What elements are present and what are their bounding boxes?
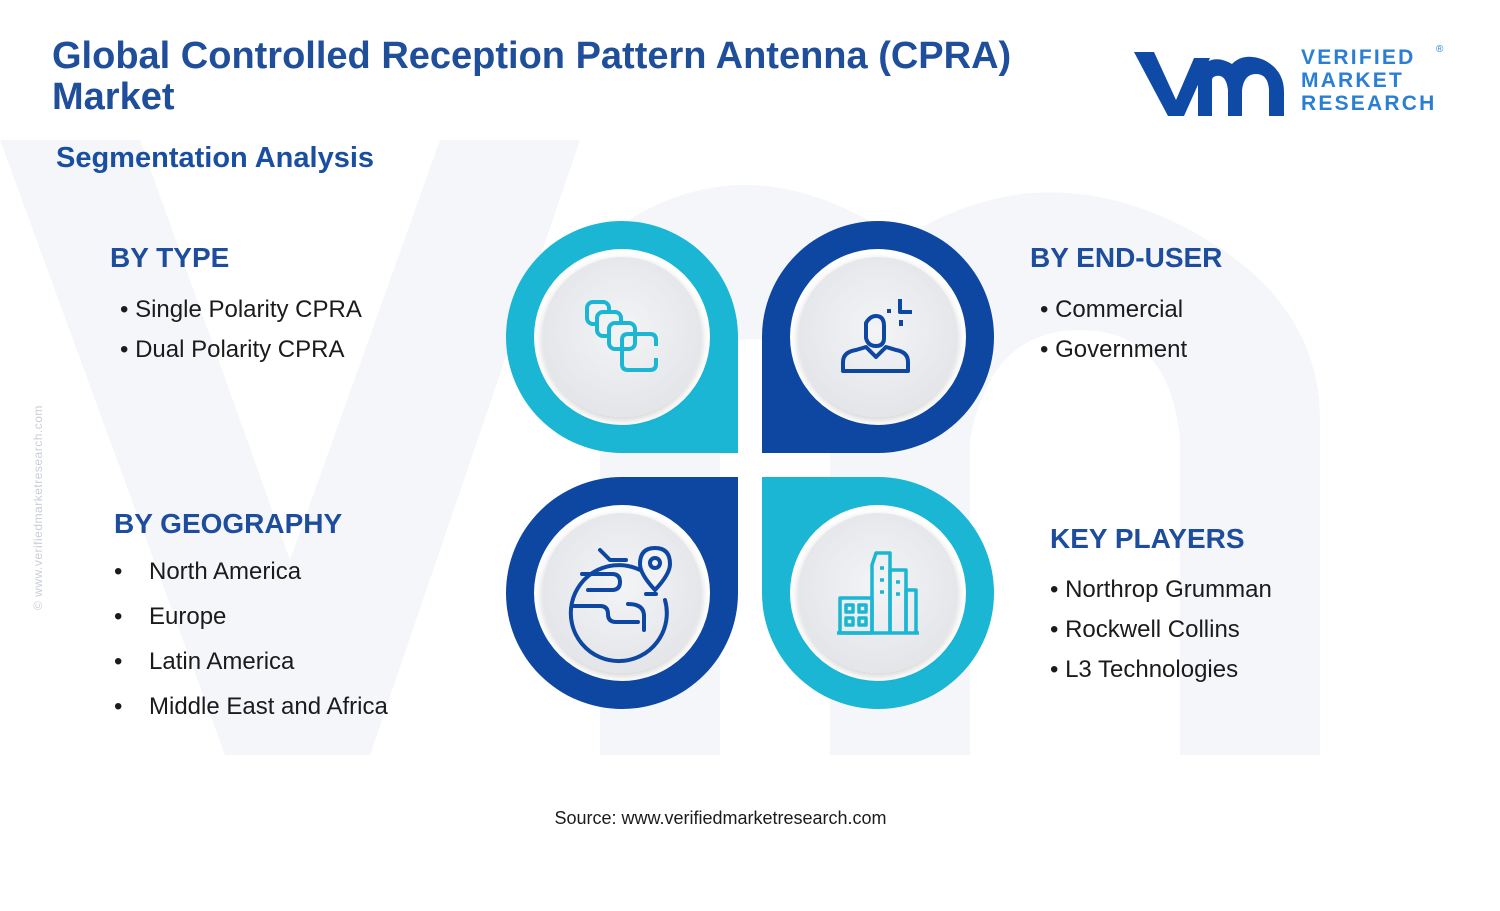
- source-note: Source: www.verifiedmarketresearch.com: [554, 808, 887, 828]
- item-europe: Europe: [149, 603, 227, 630]
- list-item: • Rockwell Collins: [1050, 616, 1240, 643]
- quadrant-key-players-disc: [798, 513, 958, 673]
- list-item: • Europe: [114, 603, 227, 630]
- heading-by-geography: BY GEOGRAPHY: [114, 508, 343, 539]
- item-latin-america: Latin America: [149, 648, 295, 675]
- heading-by-type: BY TYPE: [110, 242, 230, 273]
- list-by-geography: • North America • Europe • Latin America • M…: [114, 549, 388, 729]
- page-title: Global Controlled Reception Pattern Ante…: [52, 35, 1012, 118]
- item-dual-polarity: Dual Polarity CPRA: [135, 336, 345, 363]
- page-subtitle: Segmentation Analysis: [56, 142, 375, 174]
- list-key-players: • Northrop Grumman • Rockwell Collins • …: [1050, 570, 1272, 690]
- item-single-polarity: Single Polarity CPRA: [135, 296, 362, 323]
- heading-by-end-user: BY END-USER: [1030, 242, 1223, 273]
- logo-registered-mark: ®: [1436, 44, 1444, 55]
- item-northrop-grumman: Northrop Grumman: [1065, 576, 1272, 603]
- logo-word-research: RESEARCH: [1301, 92, 1437, 115]
- list-by-end-user: • Commercial • Government: [1040, 290, 1187, 370]
- item-north-america: North America: [149, 558, 302, 585]
- vmr-logo-mark: [1134, 52, 1284, 116]
- heading-key-players: KEY PLAYERS: [1050, 523, 1245, 554]
- item-rockwell-collins: Rockwell Collins: [1065, 616, 1240, 643]
- quadrant-end-user-disc: [798, 257, 958, 417]
- list-item: • Dual Polarity CPRA: [120, 336, 345, 363]
- item-commercial: Commercial: [1055, 296, 1184, 323]
- list-item: • Single Polarity CPRA: [120, 296, 362, 323]
- list-item: • Middle East and Africa: [114, 693, 388, 720]
- list-item: • Commercial: [1040, 296, 1184, 323]
- list-item: • Government: [1040, 336, 1188, 363]
- logo-word-market: MARKET: [1301, 69, 1405, 92]
- list-item: • North America: [114, 558, 302, 585]
- list-by-type: • Single Polarity CPRA • Dual Polarity C…: [120, 290, 362, 370]
- logo-wordmark: VERIFIED MARKET RESEARCH: [1301, 46, 1436, 115]
- layered-squares-icon: [585, 300, 658, 372]
- list-item: • Latin America: [114, 648, 295, 675]
- list-item: • Northrop Grumman: [1050, 576, 1272, 603]
- vmr-logo: VERIFIED MARKET RESEARCH ®: [1132, 44, 1452, 124]
- globe-pin-icon: [568, 546, 672, 664]
- side-copyright: © www.verifiedmarketresearch.com: [31, 405, 45, 610]
- item-middle-east-africa: Middle East and Africa: [149, 693, 388, 720]
- buildings-icon: [837, 551, 919, 635]
- user-icon: [841, 299, 912, 373]
- item-l3-technologies: L3 Technologies: [1065, 656, 1239, 683]
- quadrant-geography-disc: [542, 513, 702, 673]
- item-government: Government: [1055, 336, 1188, 363]
- list-item: • L3 Technologies: [1050, 656, 1239, 683]
- logo-word-verified: VERIFIED: [1301, 46, 1416, 69]
